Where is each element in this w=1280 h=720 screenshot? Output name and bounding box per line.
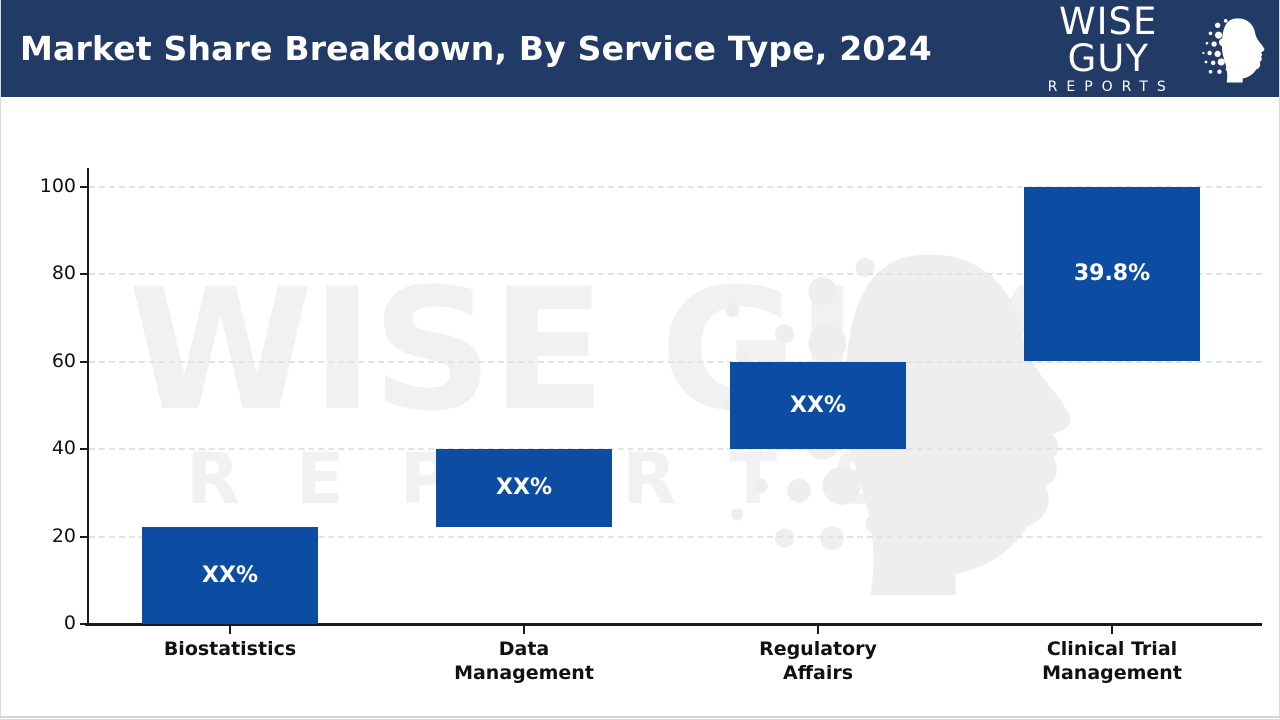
bottom-divider [0, 716, 1280, 718]
y-axis-tick [80, 448, 88, 451]
y-axis-tick [80, 186, 88, 188]
x-axis-tick [229, 625, 231, 634]
x-axis-tick [1111, 625, 1113, 634]
face-profile-icon [1202, 18, 1265, 83]
y-axis-tick [80, 623, 88, 625]
category-label: Biostatistics [163, 638, 297, 660]
brand-subtitle: REPORTS [1047, 79, 1175, 95]
x-axis-line [85, 623, 1262, 626]
bar-segment: XX% [730, 361, 906, 450]
x-axis-tick [817, 625, 819, 634]
y-axis-tick [80, 273, 88, 276]
bar-segment: 39.8% [1024, 187, 1200, 361]
header-bar: Market Share Breakdown, By Service Type,… [0, 0, 1280, 97]
brand-wordmark: WISE GUY REPORTS [1020, 3, 1196, 95]
y-tick-label: 60 [51, 349, 76, 372]
gridline [89, 360, 1262, 363]
bar-segment: XX% [142, 526, 318, 624]
x-axis-tick [523, 625, 525, 634]
y-tick-label: 100 [39, 175, 76, 197]
gridline [89, 448, 1262, 451]
gridline [89, 186, 1262, 188]
bar-value-label: 39.8% [1073, 261, 1151, 287]
y-axis-tick [80, 535, 88, 538]
y-tick-label: 40 [51, 437, 76, 460]
bar-value-label: XX% [790, 392, 846, 418]
gridline [89, 273, 1262, 276]
bar-segment: XX% [436, 449, 612, 527]
brand-logo: WISE GUY REPORTS [1020, 3, 1270, 95]
gridline [89, 535, 1262, 538]
y-axis-line [87, 168, 89, 625]
category-label: Regulatory Affairs [759, 638, 877, 684]
bar-value-label: XX% [202, 562, 258, 588]
y-tick-label: 80 [51, 262, 76, 285]
bar-value-label: XX% [496, 475, 552, 501]
category-label: Data Management [454, 638, 594, 684]
y-tick-label: 20 [51, 524, 76, 547]
y-tick-label: 0 [63, 612, 76, 634]
y-axis-tick [80, 360, 88, 363]
category-label: Clinical Trial Management [1042, 638, 1182, 684]
brand-name: WISE GUY [1059, 0, 1158, 80]
chart-title: Market Share Breakdown, By Service Type,… [20, 29, 932, 68]
